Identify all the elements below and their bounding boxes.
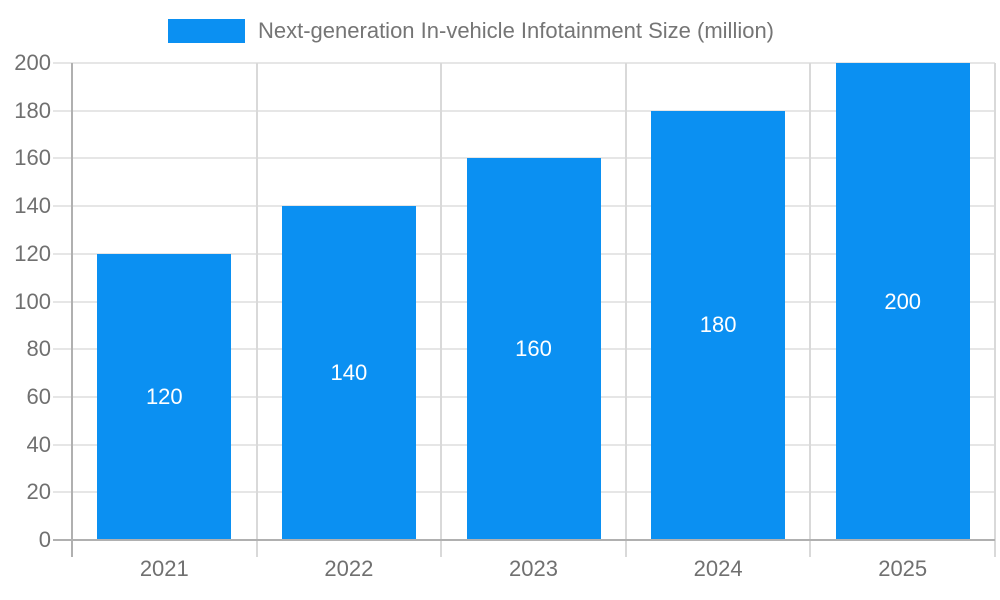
bar-2021[interactable]: 120 [97,253,232,540]
x-tick-label-2023: 2023 [509,556,558,581]
bar-value-label: 120 [145,383,183,409]
x-tick-label-2021: 2021 [139,556,189,581]
legend-label: Next-generation In-vehicle Infotainment … [258,18,775,43]
y-tick-label-200: 200 [14,50,51,75]
bar-value-label: 160 [515,336,552,362]
y-tick-label-140: 140 [14,193,51,219]
gridline-v [994,63,996,557]
y-tick-label-80: 80 [26,336,51,362]
y-tick-label-100: 100 [14,288,51,314]
x-tick-label-2024: 2024 [693,556,743,581]
bar-2025[interactable]: 200 [835,63,970,540]
y-axis-line [71,63,73,557]
legend-swatch [168,19,245,43]
y-tick-label-20: 20 [26,479,51,505]
x-tick-label-2025: 2025 [878,556,928,581]
gridline-v [624,63,627,557]
gridline-h [53,62,995,64]
bar-value-label: 180 [699,312,737,338]
y-tick-label-160: 160 [14,145,51,171]
bar-value-label: 140 [330,360,368,386]
bar-2024[interactable]: 180 [651,110,786,540]
y-tick-label-180: 180 [14,97,51,123]
gridline-v [440,63,443,557]
bar-2023[interactable]: 160 [466,158,601,540]
bar-2022[interactable]: 140 [281,206,416,540]
gridline-v [255,63,258,557]
legend[interactable]: Next-generation In-vehicle Infotainment … [168,18,774,44]
y-tick-label-0: 0 [38,527,51,552]
y-tick-label-60: 60 [26,383,51,409]
gridline-h [53,109,995,112]
x-tick-label-2022: 2022 [324,556,374,581]
y-tick-label-120: 120 [14,240,51,266]
gridline-v [809,63,812,557]
bar-value-label: 200 [884,288,922,314]
y-tick-label-40: 40 [26,431,51,457]
x-axis-line [53,539,995,541]
